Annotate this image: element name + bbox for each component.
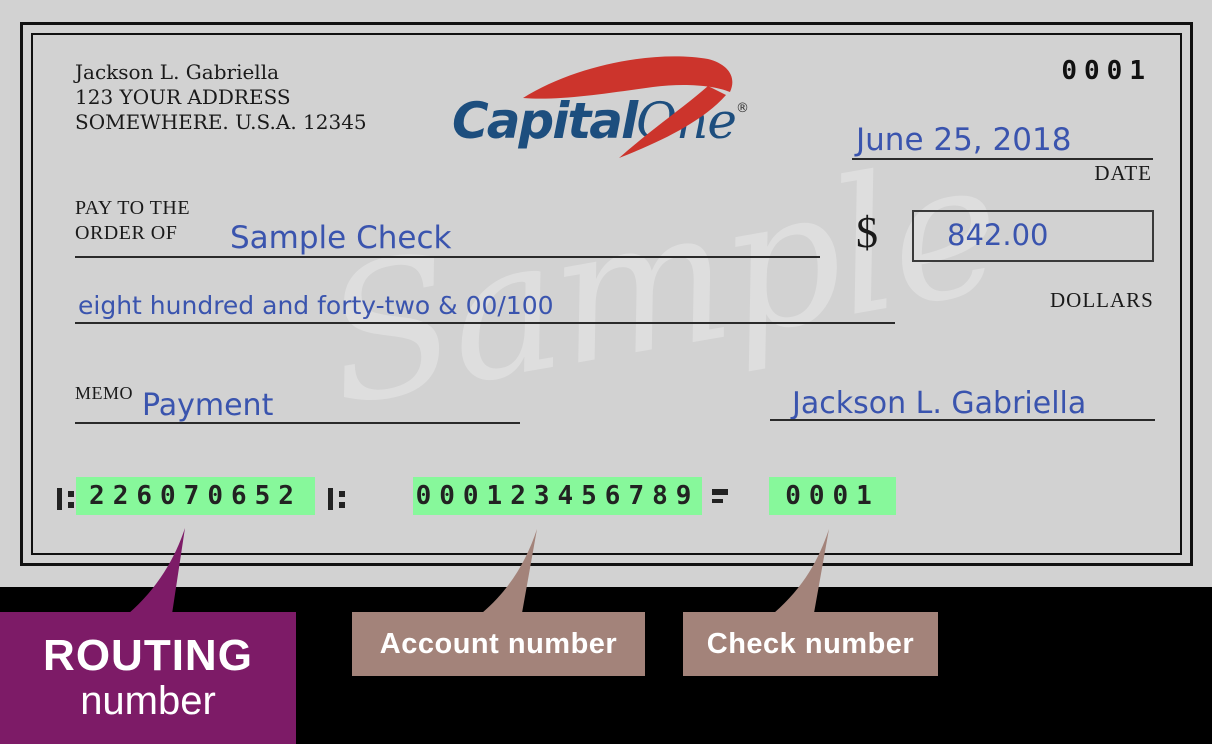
check-number-callout: Check number <box>683 612 938 676</box>
routing-callout-line2: number <box>80 679 216 723</box>
registered-trademark-symbol: ® <box>735 101 749 116</box>
logo-text-one: One <box>636 92 737 150</box>
dollar-sign: $ <box>856 208 878 257</box>
payer-address-block: Jackson L. Gabriella 123 YOUR ADDRESS SO… <box>75 60 367 135</box>
payee-label-line2: ORDER OF <box>75 222 178 244</box>
check-number-top: 0001 <box>1061 56 1152 86</box>
payer-address-line2: SOMEWHERE. U.S.A. 12345 <box>75 110 367 134</box>
amount-value: 842.00 <box>947 218 1049 252</box>
memo-line <box>75 422 520 424</box>
logo-text-capital: Capital <box>452 92 638 150</box>
date-line <box>852 158 1153 160</box>
routing-pointer-arrow <box>128 528 185 614</box>
micr-on-us-icon <box>712 489 730 505</box>
memo-label: MEMO <box>75 383 134 403</box>
micr-transit-icon <box>57 486 74 512</box>
micr-transit-icon <box>328 486 345 512</box>
signature-value: Jackson L. Gabriella <box>792 386 1087 421</box>
payee-value: Sample Check <box>230 220 452 256</box>
micr-check-number: 0001 <box>769 477 896 515</box>
date-label: DATE <box>1094 161 1152 185</box>
check-inner-border <box>31 33 1182 555</box>
amount-box <box>912 210 1154 262</box>
micr-routing-number: 226070652 <box>76 477 315 515</box>
check-outer-border <box>20 22 1193 566</box>
date-value: June 25, 2018 <box>856 122 1072 158</box>
account-number-callout: Account number <box>352 612 645 676</box>
payer-address-line1: 123 YOUR ADDRESS <box>75 85 291 109</box>
routing-callout-line1: ROUTING <box>43 631 253 680</box>
payee-label-line1: PAY TO THE <box>75 197 191 219</box>
routing-number-callout: ROUTING number <box>0 612 296 744</box>
amount-in-words: eight hundred and forty-two & 00/100 <box>78 291 554 320</box>
check-callout-label: Check number <box>706 627 915 660</box>
amount-words-line <box>75 322 895 324</box>
account-callout-label: Account number <box>379 627 618 660</box>
payee-line <box>75 256 820 258</box>
micr-account-number: 000123456789 <box>413 477 702 515</box>
pay-to-the-order-of-label: PAY TO THE ORDER OF <box>75 196 190 246</box>
capital-one-logo: CapitalOne® <box>452 92 749 150</box>
check-pointer-arrow <box>774 529 829 613</box>
account-pointer-arrow <box>482 529 537 613</box>
dollars-label: DOLLARS <box>1050 288 1154 312</box>
memo-value: Payment <box>142 388 274 423</box>
payer-name: Jackson L. Gabriella <box>75 60 280 84</box>
signature-line <box>770 419 1155 421</box>
